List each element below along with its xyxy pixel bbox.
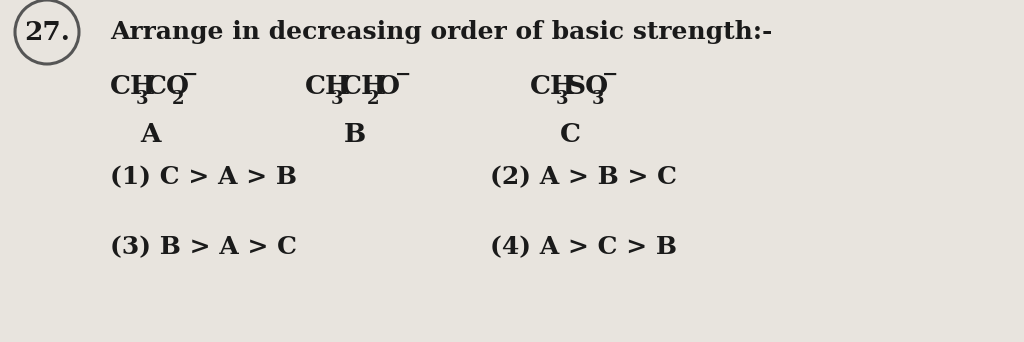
Text: SO: SO: [566, 74, 608, 99]
Text: CH: CH: [305, 74, 351, 99]
Text: 3: 3: [556, 90, 568, 108]
Text: (2) A > B > C: (2) A > B > C: [490, 165, 677, 189]
Text: 3: 3: [592, 90, 604, 108]
Text: Arrange in decreasing order of basic strength:-: Arrange in decreasing order of basic str…: [110, 20, 772, 44]
Text: 3: 3: [136, 90, 148, 108]
Text: CH: CH: [341, 74, 387, 99]
Text: 2: 2: [172, 90, 184, 108]
Text: CH: CH: [530, 74, 575, 99]
Text: (4) A > C > B: (4) A > C > B: [490, 235, 677, 259]
Text: 2: 2: [367, 90, 380, 108]
Text: (1) C > A > B: (1) C > A > B: [110, 165, 297, 189]
Text: 3: 3: [331, 90, 343, 108]
Text: −: −: [182, 66, 199, 84]
Text: C: C: [559, 122, 581, 147]
Text: −: −: [395, 66, 412, 84]
Text: CH: CH: [110, 74, 156, 99]
Text: CO: CO: [146, 74, 190, 99]
Text: (3) B > A > C: (3) B > A > C: [110, 235, 297, 259]
Text: 27.: 27.: [24, 19, 70, 44]
Text: O: O: [377, 74, 400, 99]
Text: B: B: [344, 122, 367, 147]
Text: −: −: [602, 66, 618, 84]
Text: A: A: [139, 122, 160, 147]
